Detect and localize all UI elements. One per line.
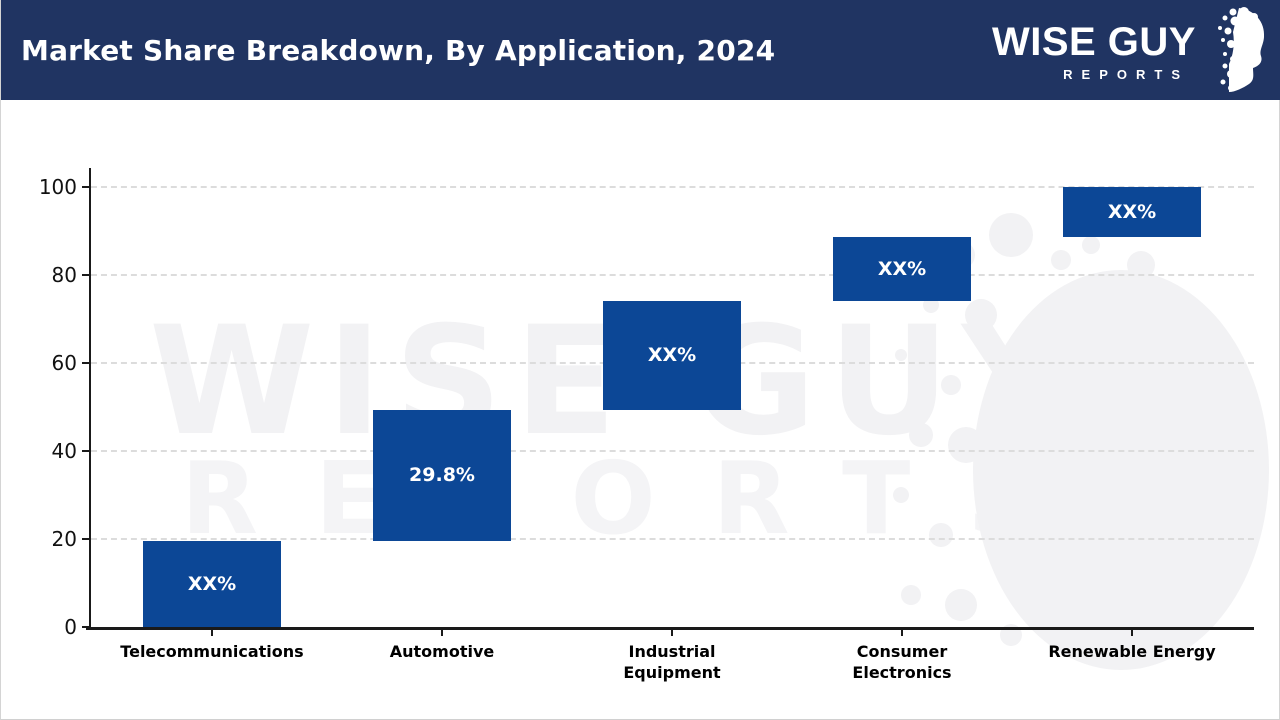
bar-value-label: XX% — [1107, 201, 1157, 224]
y-tick-20 — [82, 538, 91, 540]
bar-renewable-energy: XX% — [1063, 187, 1201, 238]
y-tick-80 — [82, 274, 91, 276]
x-tick-1 — [441, 629, 443, 636]
y-tick-label-40: 40 — [51, 439, 77, 463]
x-tick-2 — [671, 629, 673, 636]
watermark-head-icon — [874, 213, 1269, 670]
x-tick-3 — [901, 629, 903, 636]
logo-head-icon — [1218, 7, 1265, 92]
y-tick-label-60: 60 — [51, 351, 77, 375]
gridline-40 — [91, 450, 1254, 452]
category-label-1: Automotive — [389, 642, 495, 661]
gridline-80 — [91, 274, 1254, 276]
category-label-2: Industrial Equipment — [623, 642, 721, 682]
bar-consumer-electronics: XX% — [833, 237, 971, 301]
x-tick-0 — [211, 629, 213, 636]
bar-automotive: 29.8% — [373, 409, 511, 541]
wise-guy-logo: WISE GUY REPORTS — [992, 0, 1271, 100]
y-tick-label-100: 100 — [38, 175, 77, 199]
y-axis-line — [89, 168, 91, 629]
x-axis-line — [86, 627, 1254, 630]
y-tick-label-0: 0 — [64, 615, 77, 639]
logo-subtitle: REPORTS — [1063, 67, 1189, 82]
bar-industrial-equipment: XX% — [603, 300, 741, 410]
x-tick-4 — [1131, 629, 1133, 636]
y-tick-label-20: 20 — [51, 527, 77, 551]
y-tick-60 — [82, 362, 91, 364]
y-tick-100 — [82, 186, 91, 188]
category-label-3: Consumer Electronics — [852, 642, 952, 682]
bar-value-label: XX% — [877, 257, 927, 280]
gridline-20 — [91, 538, 1254, 540]
chart-plot-area: 0 20 40 60 80 100 XX% Telecommunications 29.8% Au… — [1, 100, 1280, 720]
bar-value-label: 29.8% — [409, 464, 475, 487]
bar-value-label: XX% — [647, 344, 697, 367]
page-title: Market Share Breakdown, By Application, … — [21, 33, 776, 67]
bar-telecommunications: XX% — [143, 540, 281, 627]
y-tick-40 — [82, 450, 91, 452]
category-label-4: Renewable Energy — [1048, 642, 1216, 661]
category-label-0: Telecommunications — [120, 642, 304, 661]
gridline-100 — [91, 186, 1254, 188]
y-tick-label-80: 80 — [51, 263, 77, 287]
bar-value-label: XX% — [187, 572, 237, 595]
logo-wordmark: WISE GUY — [991, 20, 1196, 64]
header-banner: Market Share Breakdown, By Application, … — [1, 0, 1280, 100]
